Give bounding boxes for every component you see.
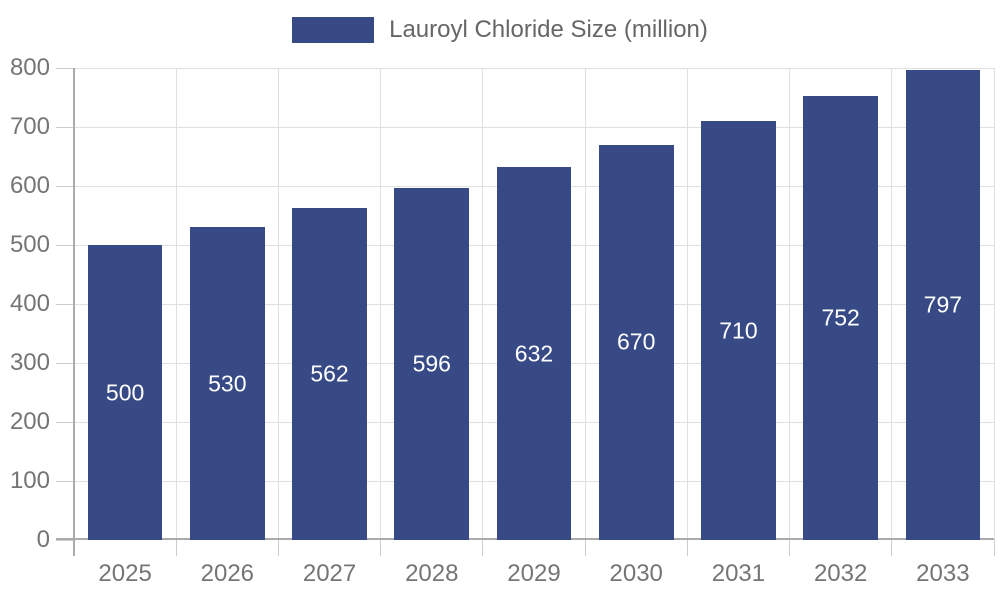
grid-line-vertical [789, 68, 791, 540]
bar-value-label: 632 [514, 340, 554, 367]
legend-label: Lauroyl Chloride Size (million) [389, 16, 708, 43]
y-axis-label: 0 [36, 526, 50, 553]
grid-line-vertical [584, 68, 586, 540]
bar[interactable]: 670 [598, 144, 674, 540]
y-axis-label: 400 [9, 290, 50, 317]
bar[interactable]: 530 [190, 227, 265, 540]
x-axis-tick [482, 540, 484, 556]
bar-value-label: 500 [105, 379, 145, 405]
y-axis-tick [56, 303, 74, 305]
legend-swatch [292, 17, 375, 43]
x-axis-tick [891, 540, 893, 556]
y-axis-tick [56, 480, 74, 482]
x-axis-label: 2027 [302, 560, 357, 587]
x-axis-tick [584, 540, 586, 556]
bar-value-label: 670 [617, 328, 656, 355]
legend-item[interactable]: Lauroyl Chloride Size (million) [0, 16, 1000, 44]
grid-line-vertical [380, 68, 382, 540]
y-axis-tick [56, 362, 74, 364]
y-axis-label: 500 [9, 231, 50, 258]
x-axis-label: 2033 [916, 560, 970, 587]
x-axis-label: 2026 [200, 560, 255, 587]
y-axis-tick [56, 67, 74, 69]
grid-line-vertical [993, 68, 995, 540]
bar[interactable]: 710 [701, 121, 776, 540]
x-axis-tick [993, 540, 995, 556]
grid-line-vertical [891, 68, 893, 540]
y-axis-label: 800 [9, 54, 50, 81]
grid-line-horizontal [74, 126, 994, 128]
grid-line-vertical [686, 68, 688, 540]
bar-value-label: 596 [412, 350, 451, 377]
x-axis-tick [789, 540, 791, 556]
bar-value-label: 530 [208, 370, 247, 397]
x-axis-label: 2030 [609, 560, 663, 587]
bar[interactable]: 500 [87, 245, 163, 540]
grid-line-vertical [175, 68, 177, 540]
grid-line-vertical [482, 68, 484, 540]
y-axis-label: 200 [9, 408, 50, 435]
bar[interactable]: 797 [905, 69, 981, 540]
y-axis-tick [56, 539, 74, 541]
grid-line-horizontal [74, 67, 994, 69]
y-axis-label: 300 [9, 349, 50, 376]
y-axis-line [73, 68, 75, 556]
bar-value-label: 752 [821, 304, 860, 331]
y-axis-label: 100 [9, 467, 50, 494]
bar-value-label: 562 [310, 360, 349, 387]
bar[interactable]: 632 [496, 167, 572, 540]
grid-line-vertical [277, 68, 279, 540]
x-axis-label: 2028 [405, 560, 459, 587]
y-axis-tick [56, 421, 74, 423]
y-axis-tick [56, 126, 74, 128]
y-axis-tick [56, 244, 74, 246]
bar[interactable]: 752 [803, 96, 878, 540]
y-axis-label: 600 [9, 172, 50, 199]
y-axis-tick [56, 185, 74, 187]
x-axis-label: 2025 [98, 560, 152, 587]
x-axis-label: 2031 [711, 560, 766, 587]
bar[interactable]: 562 [292, 208, 367, 540]
bar[interactable]: 596 [394, 188, 470, 540]
y-axis-label: 700 [9, 113, 50, 140]
bar-value-label: 797 [923, 291, 963, 318]
bar-value-label: 710 [719, 317, 758, 344]
x-axis-tick [380, 540, 382, 556]
plot-area: 0 100 200 300 400 500 600 700 800 500 2025 530 2026 5… [10, 54, 995, 587]
x-axis-tick [277, 540, 279, 556]
x-axis-tick [175, 540, 177, 556]
x-axis-label: 2032 [813, 560, 868, 587]
x-axis-label: 2029 [507, 560, 561, 587]
x-axis-tick [686, 540, 688, 556]
